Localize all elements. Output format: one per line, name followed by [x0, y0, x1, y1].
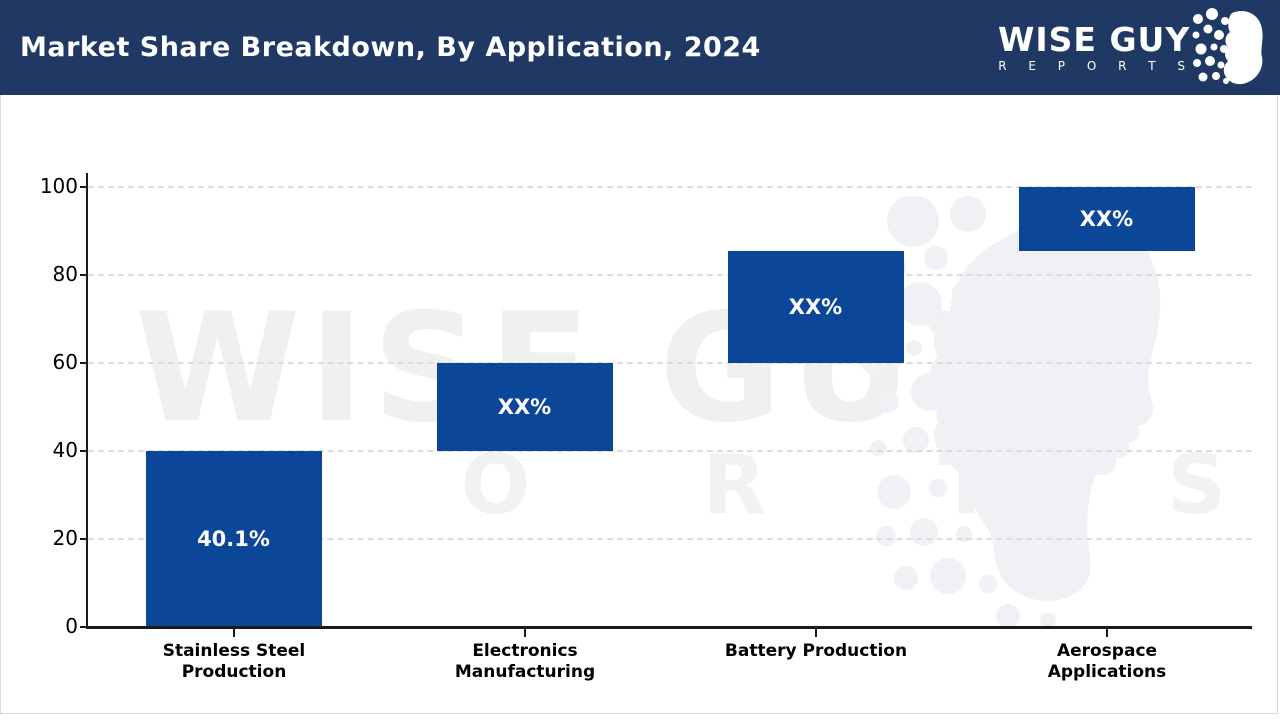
gridline-100	[88, 186, 1252, 188]
header-bar: Market Share Breakdown, By Application, …	[0, 0, 1280, 95]
y-tick-label-40: 40	[52, 438, 78, 462]
brand-name: WISE GUY	[997, 20, 1191, 59]
x-tick-2	[523, 629, 526, 637]
chart-title: Market Share Breakdown, By Application, …	[20, 32, 761, 63]
gridline-60	[88, 362, 1252, 364]
brand-face-icon	[1192, 7, 1263, 84]
bar-segment-2	[436, 363, 613, 451]
bar-segment-4	[1018, 187, 1195, 251]
x-category-label-2: Electronics Manufacturing	[454, 641, 596, 682]
y-axis-line	[86, 173, 88, 629]
y-tick-label-60: 60	[52, 350, 78, 374]
y-tick-label-80: 80	[52, 262, 78, 286]
y-tick-label-100: 100	[39, 174, 78, 198]
x-tick-3	[814, 629, 817, 637]
y-tick-80	[80, 274, 88, 276]
x-category-label-3: Battery Production	[724, 641, 908, 661]
bar-segment-3	[727, 250, 904, 363]
y-tick-40	[80, 450, 88, 452]
y-tick-label-20: 20	[52, 526, 78, 550]
gridline-40	[88, 450, 1252, 452]
x-category-label-4: Aerospace Applications	[1047, 641, 1167, 682]
y-tick-100	[80, 186, 88, 188]
y-tick-20	[80, 538, 88, 540]
bar-value-label-4: XX%	[1079, 206, 1134, 231]
bar-value-label-3: XX%	[788, 294, 843, 319]
brand-logo-text: WISE GUY R E P O R T S	[994, 23, 1194, 72]
bar-value-label-2: XX%	[497, 394, 552, 419]
x-axis-line	[86, 626, 1252, 629]
y-tick-60	[80, 362, 88, 364]
y-tick-0	[80, 626, 88, 628]
x-tick-4	[1105, 629, 1108, 637]
brand-logo: WISE GUY R E P O R T S	[994, 5, 1280, 91]
bar-value-label-1: 40.1%	[197, 526, 270, 551]
gridline-20	[88, 538, 1252, 540]
y-tick-label-0: 0	[65, 614, 78, 638]
brand-subtitle: R E P O R T S	[998, 59, 1194, 73]
x-category-label-1: Stainless Steel Production	[162, 641, 306, 682]
bar-segment-1	[145, 450, 322, 627]
x-tick-1	[232, 629, 235, 637]
gridline-80	[88, 274, 1252, 276]
